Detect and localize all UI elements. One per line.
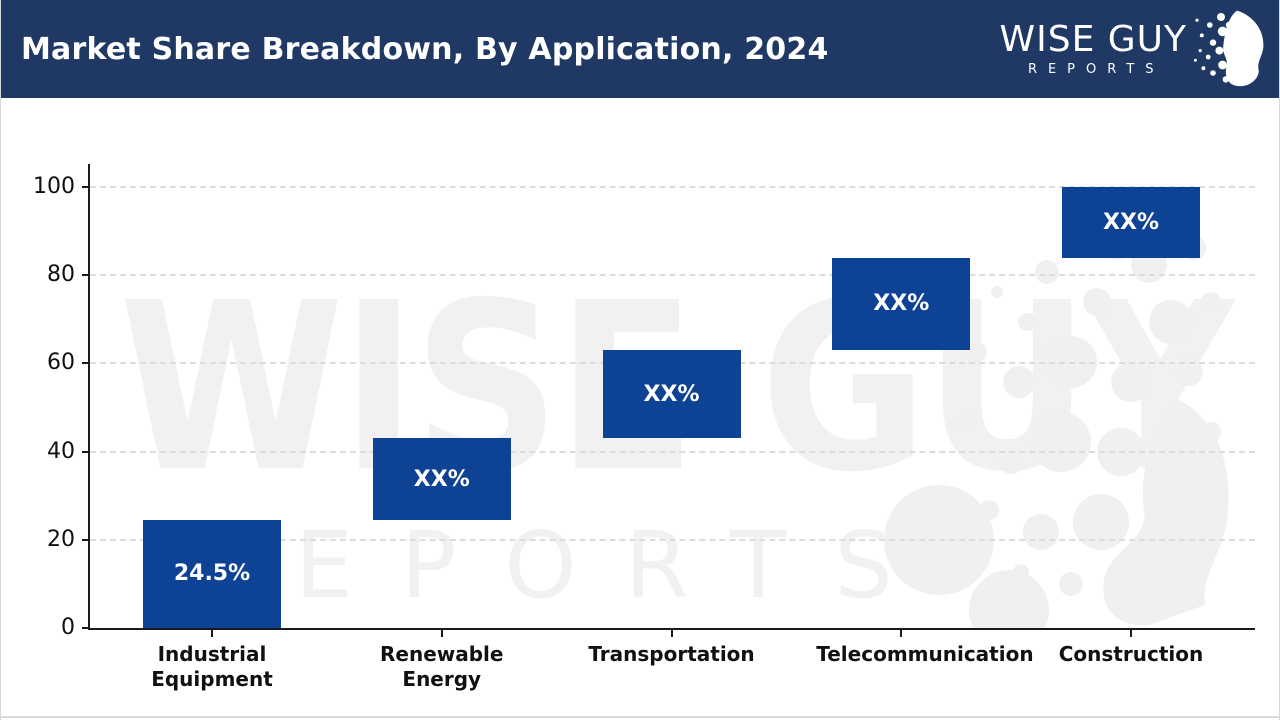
bar-telecommunication: XX% bbox=[832, 257, 971, 351]
gridline-20 bbox=[90, 538, 1255, 541]
y-axis-tick-label: 40 bbox=[47, 438, 75, 464]
bar-value-label: XX% bbox=[873, 291, 930, 317]
y-axis-tick-label: 20 bbox=[47, 526, 75, 552]
logo-text: WISE GUY REPORTS bbox=[999, 18, 1188, 77]
y-axis-tick bbox=[82, 450, 89, 453]
y-axis-tick-label: 60 bbox=[47, 350, 75, 376]
bar-value-label: XX% bbox=[1103, 209, 1159, 235]
header-band: Market Share Breakdown, By Application, … bbox=[1, 0, 1279, 98]
bar-value-label: XX% bbox=[643, 381, 700, 407]
x-axis-category-label: Transportation bbox=[588, 642, 755, 666]
y-axis-tick bbox=[82, 362, 89, 365]
logo-wordmark: WISE GUY bbox=[999, 18, 1187, 60]
gridline-100 bbox=[90, 186, 1255, 188]
y-axis-tick-label: 100 bbox=[33, 174, 75, 199]
chart-title: Market Share Breakdown, By Application, … bbox=[21, 31, 829, 67]
gridline-40 bbox=[90, 450, 1255, 453]
bottom-divider bbox=[1, 716, 1279, 718]
y-axis-tick bbox=[82, 627, 89, 629]
gridline-80 bbox=[90, 274, 1255, 277]
watermark-head-icon bbox=[884, 222, 1229, 630]
plot-area: 0 20 40 60 80 100 24.5% Industrial Equipment XX%… bbox=[1, 98, 1279, 720]
bar-value-label: XX% bbox=[413, 466, 470, 492]
bar-transportation: XX% bbox=[602, 350, 741, 439]
x-axis-tick bbox=[211, 628, 213, 637]
x-axis-category-label: Renewable Energy bbox=[380, 642, 504, 691]
x-axis-line bbox=[88, 628, 1255, 630]
bar-construction: XX% bbox=[1062, 187, 1200, 258]
y-axis-tick bbox=[82, 538, 89, 541]
x-axis-category-label: Industrial Equipment bbox=[151, 642, 273, 691]
x-axis-category-label: Telecommunication bbox=[816, 642, 1034, 666]
y-axis-tick-label: 80 bbox=[47, 262, 75, 288]
x-axis-category-label: Construction bbox=[1058, 642, 1204, 666]
x-axis-tick bbox=[440, 628, 443, 637]
x-axis-tick bbox=[1130, 628, 1132, 637]
watermark-subtitle: REPORTS bbox=[183, 512, 941, 619]
y-axis-tick bbox=[82, 274, 89, 277]
logo-head-icon bbox=[1193, 10, 1264, 87]
x-axis-tick bbox=[900, 628, 903, 637]
bar-value-label: 24.5% bbox=[173, 561, 251, 587]
y-axis-tick bbox=[82, 186, 89, 188]
logo-subtitle: REPORTS bbox=[1027, 61, 1165, 77]
x-axis-tick bbox=[670, 628, 673, 637]
bar-renewable-energy: XX% bbox=[372, 438, 511, 520]
bar-industrial-equipment: 24.5% bbox=[143, 519, 281, 628]
y-axis-line bbox=[88, 164, 90, 630]
y-axis-tick-label: 0 bbox=[61, 615, 75, 640]
wise-guy-reports-logo: WISE GUY REPORTS bbox=[1000, 6, 1270, 92]
